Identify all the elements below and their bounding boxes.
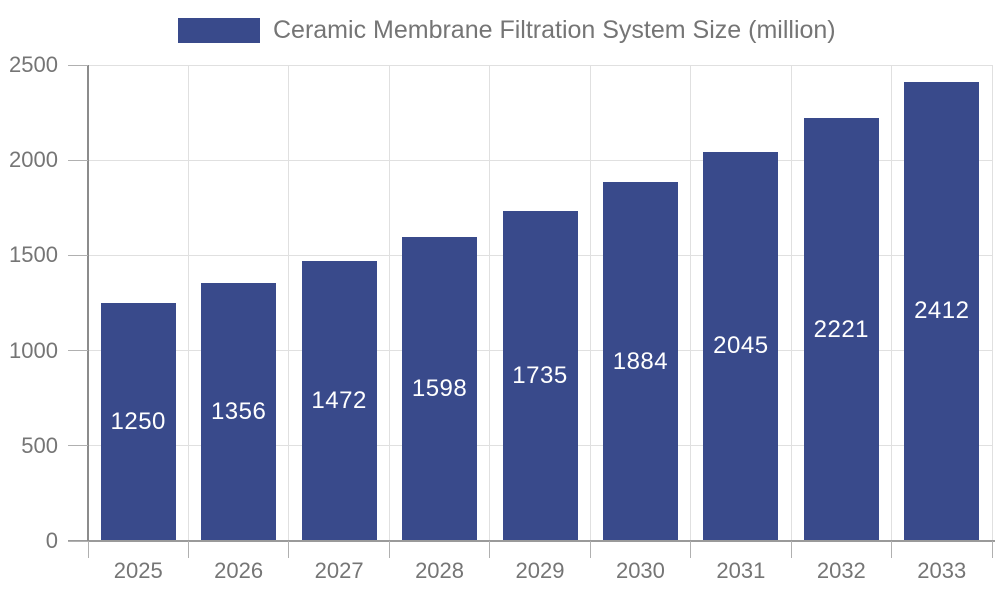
bar-value-label: 2412 [914, 297, 970, 325]
y-axis-tick [68, 254, 88, 256]
bar-value-label: 2045 [713, 332, 769, 360]
legend-label: Ceramic Membrane Filtration System Size … [273, 16, 836, 44]
x-gridline [288, 65, 290, 541]
y-axis-tick [68, 350, 88, 352]
y-gridline [88, 159, 992, 161]
x-axis-tick [690, 541, 692, 558]
y-tick-label: 2000 [9, 147, 58, 173]
bar-2025[interactable]: 1250 [100, 303, 176, 541]
x-tick-label: 2028 [415, 558, 465, 583]
y-axis-line [87, 65, 89, 541]
y-axis-tick [68, 445, 88, 447]
bar-2033[interactable]: 2412 [904, 81, 980, 541]
x-tick-label: 2030 [615, 558, 665, 583]
bar-value-label: 1735 [512, 361, 568, 389]
x-axis-tick [991, 541, 993, 558]
x-gridline [388, 65, 390, 541]
legend-item[interactable]: Ceramic Membrane Filtration System Size … [178, 16, 836, 45]
bar-2027[interactable]: 1472 [301, 260, 377, 541]
x-tick-label: 2025 [113, 558, 163, 583]
x-axis-line [68, 540, 995, 542]
x-gridline [187, 65, 189, 541]
x-axis-tick [589, 541, 591, 558]
y-tick-label: 1000 [9, 337, 58, 363]
x-axis-tick [87, 541, 89, 558]
x-axis-tick [489, 541, 491, 558]
bar-value-label: 1598 [411, 374, 468, 402]
x-gridline [790, 65, 792, 541]
y-tick-label: 2500 [9, 52, 58, 77]
x-tick-label: 2027 [314, 558, 364, 583]
y-tick-label: 0 [45, 528, 58, 553]
x-gridline [489, 65, 491, 541]
bar-2030[interactable]: 1884 [602, 182, 678, 541]
bar-value-label: 2221 [813, 315, 870, 343]
y-axis-tick [68, 159, 88, 161]
bar-2026[interactable]: 1356 [201, 282, 277, 541]
bar-2032[interactable]: 2221 [803, 118, 879, 541]
x-gridline [991, 65, 993, 541]
bar-value-label: 1884 [612, 347, 669, 375]
x-axis-tick [388, 541, 390, 558]
bar-value-label: 1250 [110, 408, 166, 435]
x-axis-tick [891, 541, 893, 558]
x-gridline [589, 65, 591, 541]
y-tick-label: 500 [21, 432, 58, 458]
bar-2031[interactable]: 2045 [703, 151, 779, 541]
x-gridline [891, 65, 893, 541]
bar-value-label: 1356 [210, 397, 267, 425]
legend-swatch-icon [178, 18, 260, 43]
x-tick-label: 2029 [515, 558, 565, 583]
y-axis-tick [68, 64, 88, 66]
x-tick-label: 2032 [816, 558, 866, 583]
bar-2028[interactable]: 1598 [402, 236, 478, 541]
bar-value-label: 1472 [311, 386, 367, 414]
bar-2029[interactable]: 1735 [502, 210, 578, 541]
x-axis-tick [288, 541, 290, 558]
x-axis-tick [187, 541, 189, 558]
x-tick-label: 2031 [716, 558, 766, 583]
y-gridline [88, 64, 992, 66]
x-axis-tick [790, 541, 792, 558]
x-tick-label: 2033 [917, 558, 967, 583]
x-tick-label: 2026 [214, 558, 264, 583]
y-tick-label: 1500 [9, 242, 58, 268]
y-axis-tick [68, 540, 88, 542]
x-gridline [690, 65, 692, 541]
